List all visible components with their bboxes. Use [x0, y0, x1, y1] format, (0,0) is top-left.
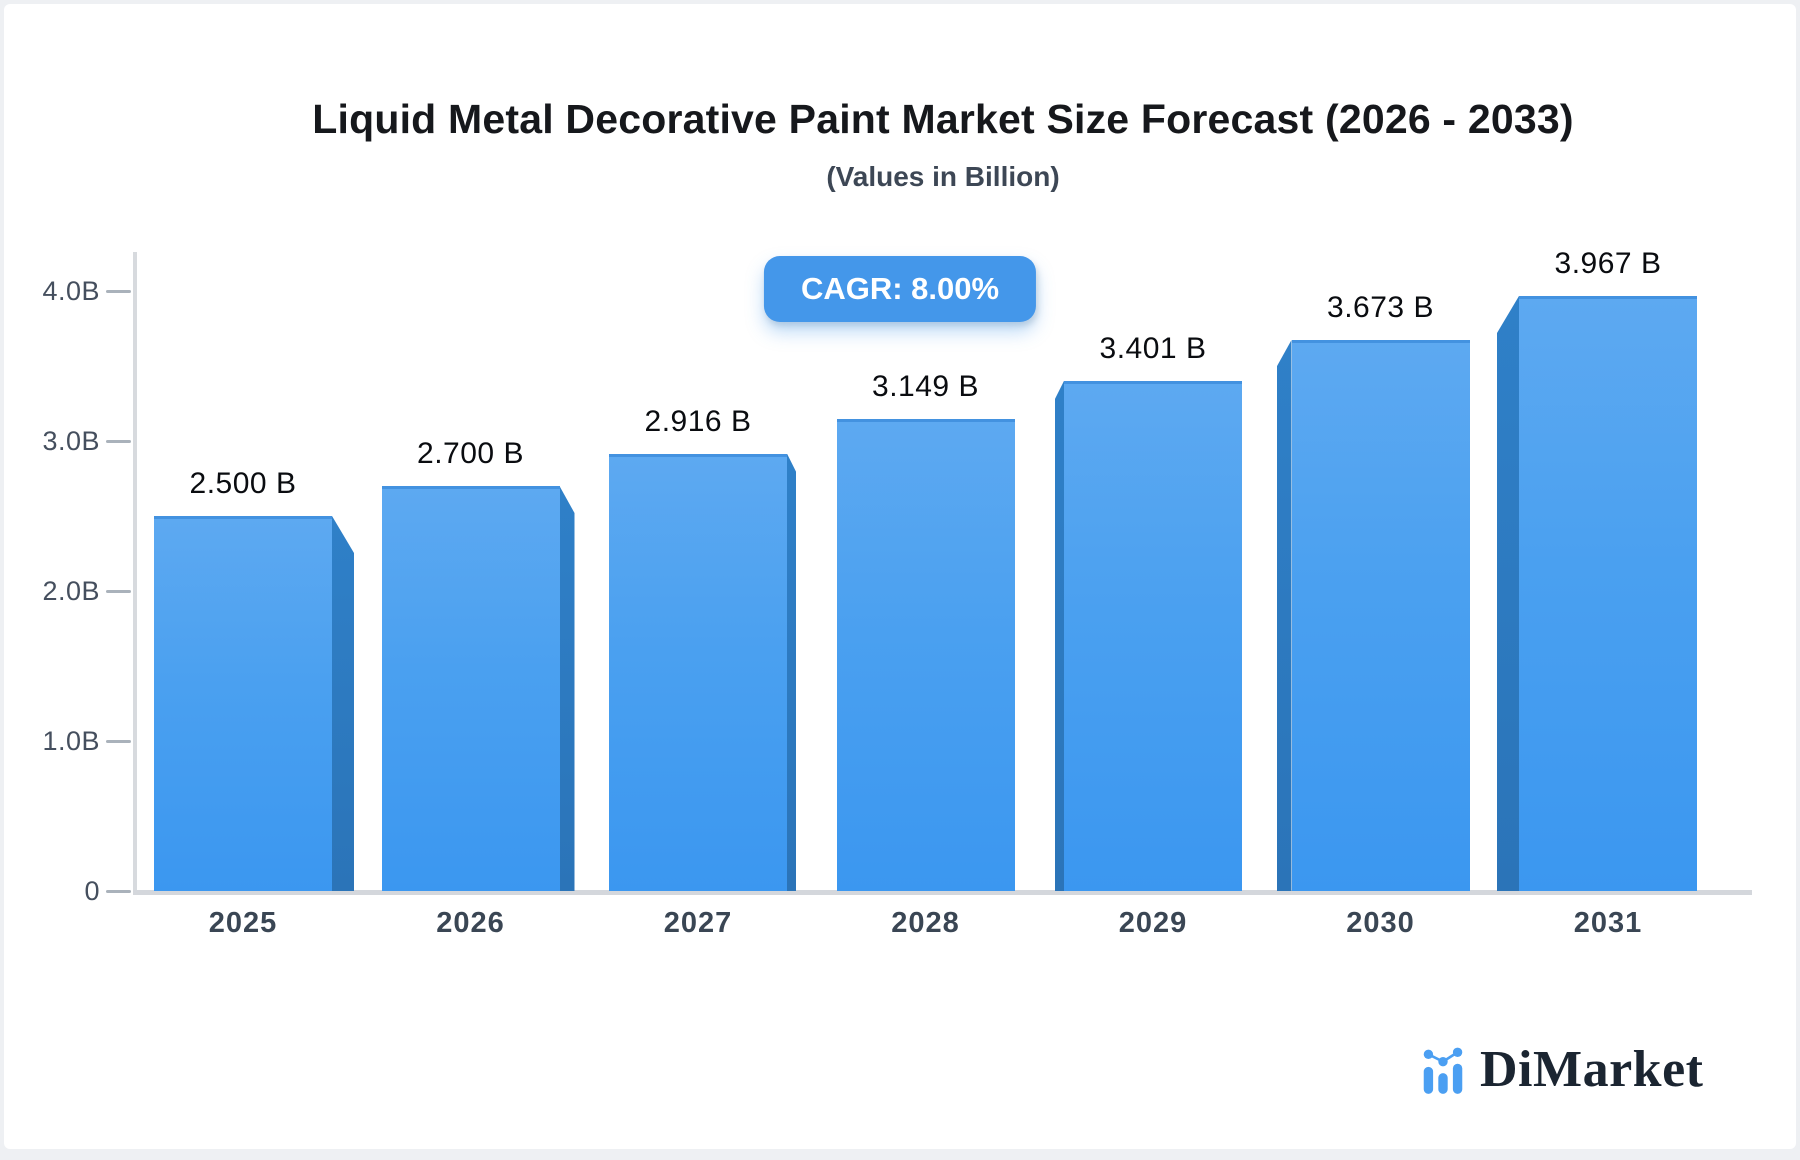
bar[interactable]	[609, 453, 787, 891]
chart-card: Liquid Metal Decorative Paint Market Siz…	[4, 4, 1796, 1149]
bar-side-face	[332, 516, 354, 891]
y-tick-mark	[106, 740, 131, 743]
bar[interactable]	[154, 516, 332, 891]
y-tick-label: 1.0B	[42, 726, 100, 756]
bar-side-face	[787, 453, 796, 891]
bar[interactable]	[836, 418, 1015, 891]
bar-chart: 4.0B 3.0B 2.0B 1.0B 0 2.500 B 2025 2.700 B 2026…	[4, 4, 1800, 1160]
x-tick-label: 2027	[663, 907, 733, 939]
x-tick-label: 2029	[1118, 907, 1188, 939]
bar-side-face	[559, 486, 575, 891]
bar-value-label: 2.700 B	[417, 437, 524, 470]
cagr-badge: CAGR: 8.00%	[763, 256, 1037, 322]
bar[interactable]	[1519, 295, 1697, 891]
y-tick-mark	[106, 890, 131, 893]
y-tick-label: 2.0B	[42, 576, 100, 606]
x-tick-label: 2031	[1573, 907, 1643, 939]
bar-side-face	[1497, 295, 1519, 891]
bar-value-label: 2.500 B	[189, 467, 297, 500]
y-tick-mark	[106, 290, 131, 293]
bar-chart-logo-icon	[1423, 1047, 1463, 1094]
bar-value-label: 3.149 B	[872, 369, 979, 403]
brand-name: DiMarket	[1480, 1041, 1704, 1098]
x-tick-label: 2025	[208, 907, 278, 939]
y-tick-mark	[106, 590, 131, 593]
y-axis-line	[133, 252, 137, 894]
chart-header: Liquid Metal Decorative Paint Market Siz…	[134, 4, 1752, 193]
bar-side-face	[1276, 340, 1292, 891]
y-tick-label: 0	[84, 876, 100, 906]
x-tick-label: 2028	[891, 907, 960, 939]
x-axis-line	[133, 890, 1752, 895]
bar[interactable]	[1291, 340, 1470, 891]
bar-value-label: 3.673 B	[1327, 291, 1434, 325]
bar[interactable]	[381, 486, 560, 891]
brand-logo[interactable]: DiMarket	[1418, 1044, 1703, 1096]
y-tick-label: 3.0B	[42, 426, 100, 456]
bar-value-label: 3.401 B	[1099, 331, 1207, 365]
bar-value-label: 2.916 B	[644, 404, 752, 438]
x-tick-label: 2030	[1346, 907, 1415, 939]
bar[interactable]	[1064, 380, 1242, 891]
chart-title: Liquid Metal Decorative Paint Market Siz…	[312, 96, 1574, 142]
y-tick-mark	[106, 440, 131, 443]
bar-side-face	[1055, 380, 1064, 891]
bar-value-label: 3.967 B	[1554, 246, 1662, 280]
chart-subtitle: (Values in Billion)	[826, 161, 1060, 192]
y-tick-label: 4.0B	[42, 276, 100, 306]
x-tick-label: 2026	[436, 907, 505, 939]
